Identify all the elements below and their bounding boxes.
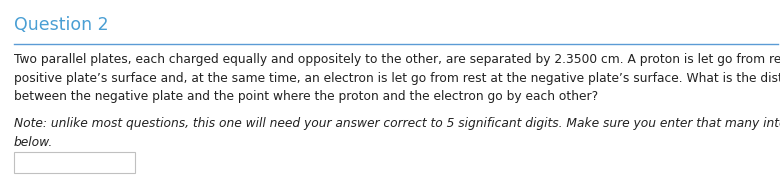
FancyBboxPatch shape	[14, 152, 135, 173]
Text: Question 2: Question 2	[14, 16, 108, 34]
Text: Note: unlike most questions, this one will need your answer correct to 5 signifi: Note: unlike most questions, this one wi…	[14, 117, 780, 149]
Text: Two parallel plates, each charged equally and oppositely to the other, are separ: Two parallel plates, each charged equall…	[14, 53, 780, 103]
